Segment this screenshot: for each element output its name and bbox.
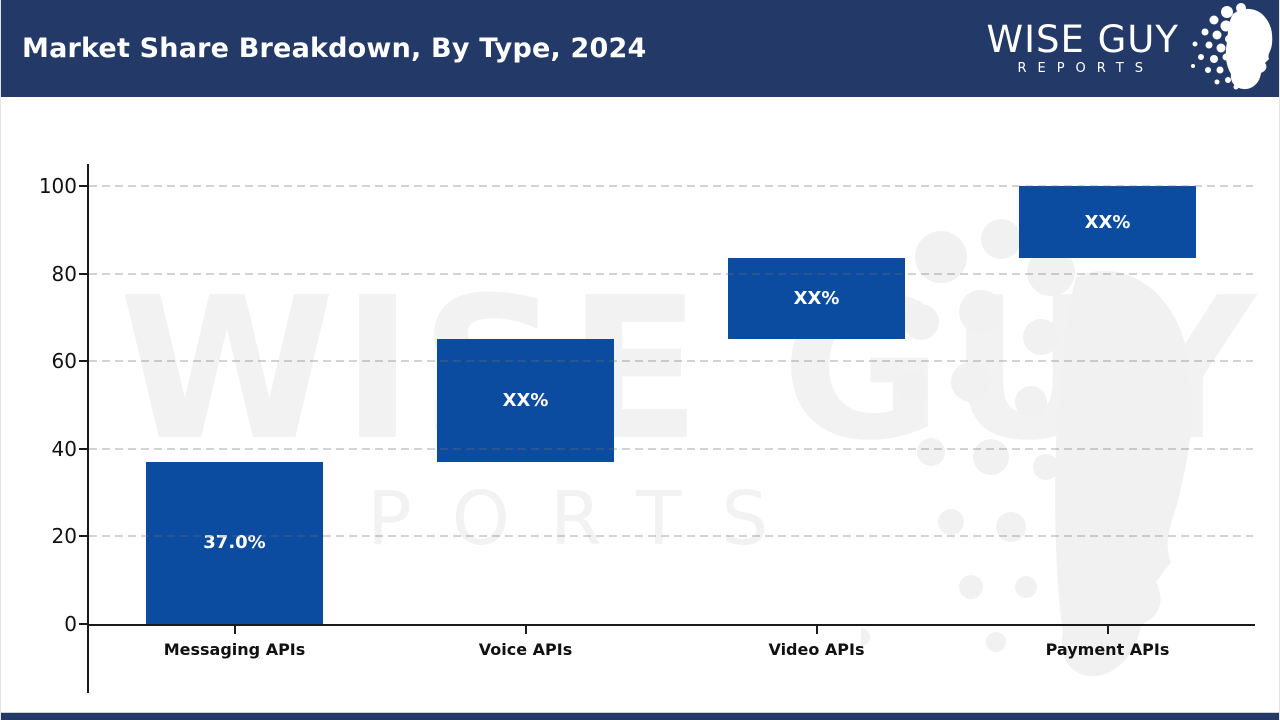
y-axis-tick-label: 0 [64,612,77,636]
x-axis-tick [524,626,527,634]
x-axis-category-label: Payment APIs [1045,640,1170,659]
brand-subname: REPORTS [1017,61,1155,76]
plot-area: WISE GUY REPORTS 37.0% Messaging APIs XX% V… [1,97,1279,713]
bar-segment: XX% [1019,186,1196,259]
x-axis-tick [815,626,818,634]
brand-wordmark: WISE GUY REPORTS [987,21,1179,76]
gridline [89,272,1253,275]
y-axis-tick [79,535,87,538]
y-axis-tick [79,360,87,363]
y-axis-tick-label: 60 [51,349,77,374]
bar-value-label: XX% [793,288,840,310]
bar-value-label: XX% [1084,211,1131,233]
footer-bar [1,713,1279,720]
brand-face-icon [1191,3,1273,90]
x-axis-tick [233,626,236,634]
y-axis-tick [79,185,87,187]
y-axis-tick [79,447,87,450]
bar-segment: 37.0% [146,461,323,624]
gridline [89,535,1253,538]
y-axis-tick-label: 20 [51,524,77,549]
gridline [89,447,1253,450]
page-title: Market Share Breakdown, By Type, 2024 [22,33,647,64]
gridline [89,360,1253,363]
brand-name: WISE GUY [986,18,1179,61]
bar-segment: XX% [437,339,614,462]
x-axis-category-label: Voice APIs [478,640,573,659]
y-axis [87,164,89,693]
y-axis-tick-label: 80 [51,261,77,286]
watermark-face-icon [861,219,1192,677]
footer-divider [1,712,1279,713]
y-axis-tick [79,623,87,625]
bar-segment: XX% [728,258,905,340]
x-axis-category-label: Messaging APIs [163,640,306,659]
header: Market Share Breakdown, By Type, 2024 WI… [1,0,1279,97]
x-axis-category-label: Video APIs [768,640,865,659]
y-axis-tick-label: 100 [38,174,77,198]
y-axis-tick-label: 40 [51,436,77,461]
x-axis [87,624,1255,626]
gridline [89,185,1253,187]
x-axis-tick [1106,626,1109,634]
brand-logo: WISE GUY REPORTS [987,2,1273,95]
y-axis-tick [79,272,87,275]
bar-value-label: XX% [502,390,549,412]
bar-value-label: 37.0% [203,532,266,554]
